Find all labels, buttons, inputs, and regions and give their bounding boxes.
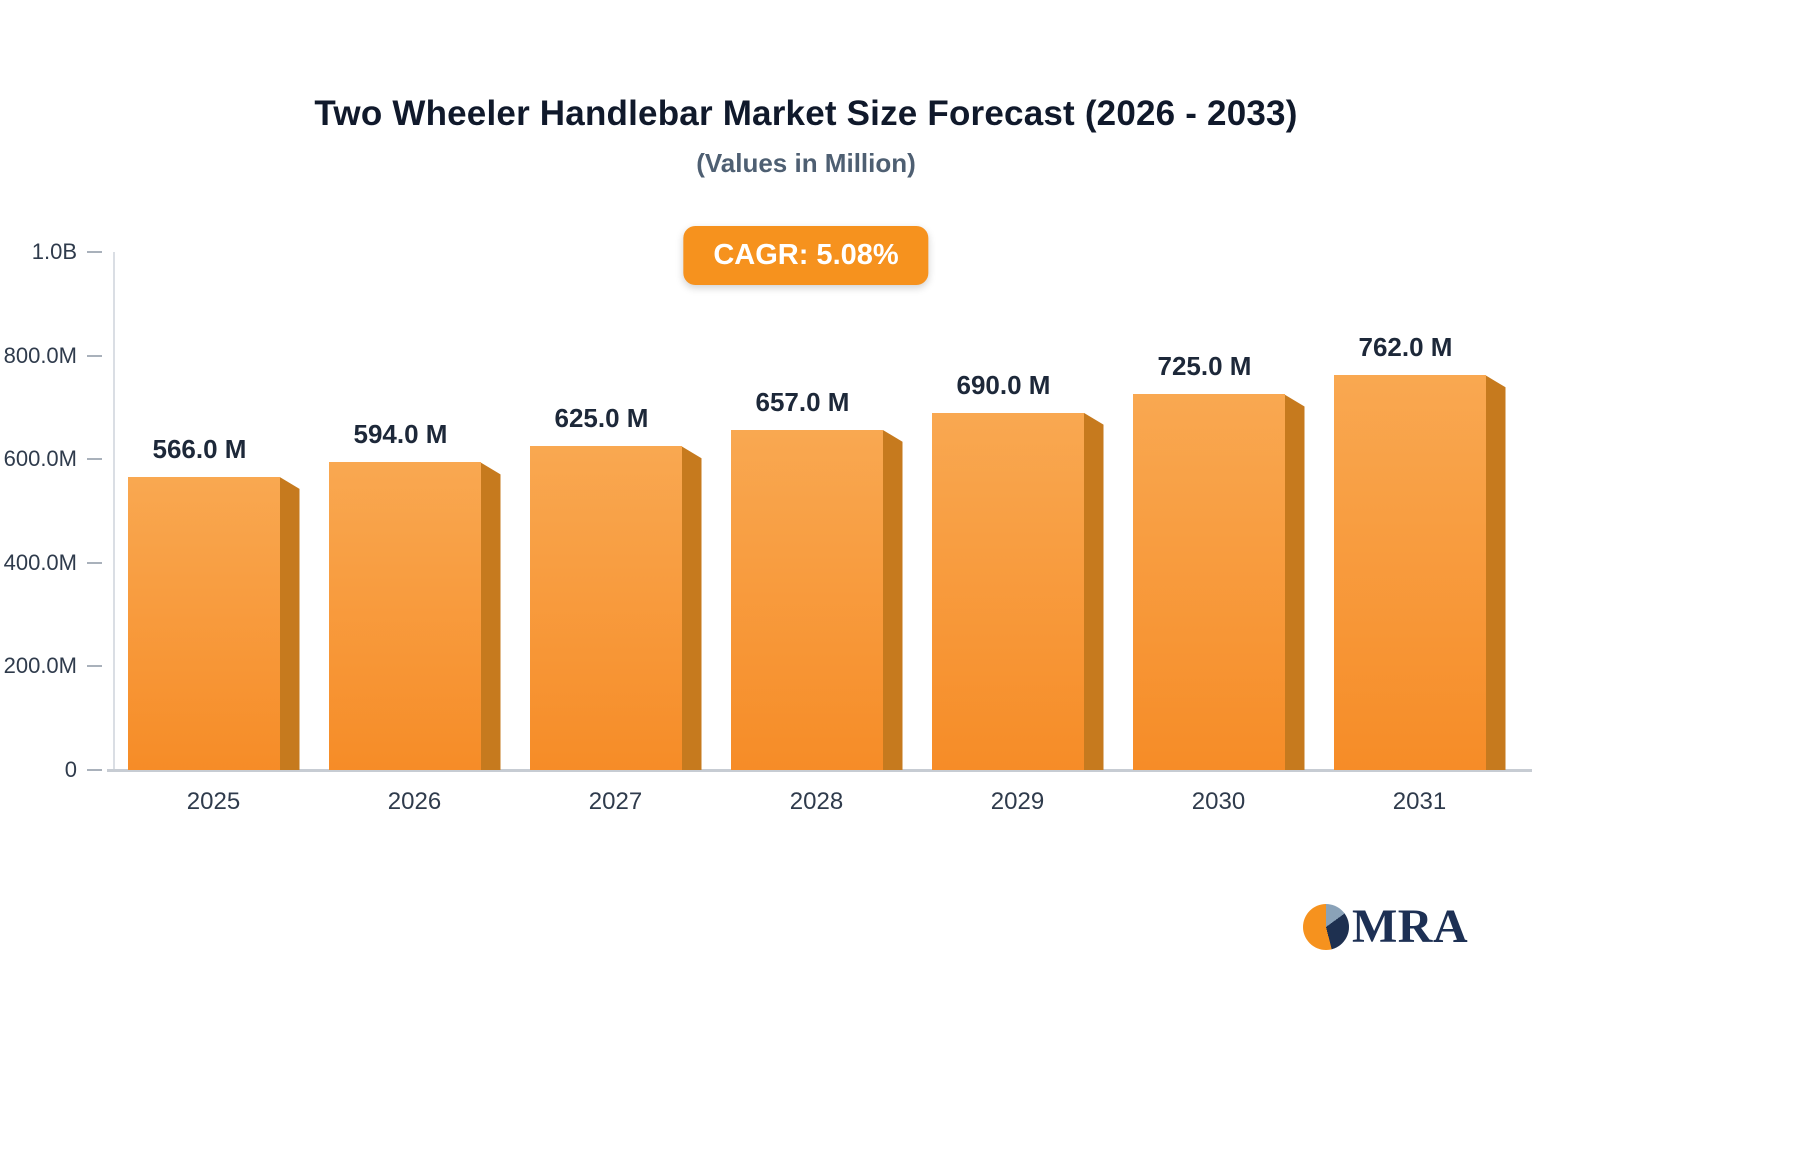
bar-value-label: 594.0 M (353, 419, 448, 450)
bar-value-label: 762.0 M (1358, 332, 1453, 363)
y-axis-line (113, 252, 115, 770)
bar-value-label: 657.0 M (755, 386, 850, 417)
bar-side-face (1485, 375, 1506, 770)
x-axis-label: 2028 (789, 788, 844, 815)
bar-slot: 762.0 M (1319, 252, 1520, 770)
bar-front-face (1132, 394, 1285, 770)
x-axis-label: 2031 (1392, 788, 1447, 815)
y-tick-label: 600.0M (3, 446, 77, 472)
y-tick-label: 400.0M (3, 549, 77, 575)
x-axis-label: 2025 (186, 788, 241, 815)
x-labels-row: 2025 2026 2027 2028 2029 2030 2031 (113, 788, 1520, 816)
bars-row: 566.0 M 594.0 M 625.0 M 657.0 M 690.0 M 725.0… (113, 252, 1520, 770)
y-tick-label: 800.0M (3, 342, 77, 368)
bar-side-face (681, 446, 702, 770)
logo-text: MRA (1352, 900, 1469, 953)
bar (1333, 375, 1506, 770)
bar-front-face (931, 412, 1084, 770)
bar-side-face (882, 429, 903, 770)
bar-front-face (1333, 375, 1486, 770)
bar-side-face (480, 462, 501, 770)
bar-value-label: 625.0 M (554, 403, 649, 434)
bar-slot: 625.0 M (515, 252, 716, 770)
logo: MRA (1303, 903, 1468, 951)
bar-front-face (730, 429, 883, 770)
y-tick-mark (87, 458, 102, 461)
x-axis-label: 2026 (387, 788, 442, 815)
chart-title: Two Wheeler Handlebar Market Size Foreca… (314, 94, 1298, 133)
bar-side-face (1083, 412, 1104, 770)
bar-value-label: 725.0 M (1157, 351, 1252, 382)
bar-front-face (127, 476, 280, 770)
bar-slot: 566.0 M (113, 252, 314, 770)
y-tick-mark (87, 561, 102, 564)
logo-pie-icon (1303, 904, 1349, 950)
bar-slot: 690.0 M (917, 252, 1118, 770)
y-tick-label: 200.0M (3, 653, 77, 679)
bar-slot: 657.0 M (716, 252, 917, 770)
bar-front-face (328, 462, 481, 770)
bar-front-face (529, 446, 682, 770)
y-tick-mark (87, 354, 102, 357)
x-axis-line (107, 769, 1532, 772)
bar-side-face (279, 476, 300, 770)
x-axis-label: 2029 (990, 788, 1045, 815)
x-axis-label: 2030 (1191, 788, 1246, 815)
bar (1132, 394, 1305, 770)
chart-subtitle: (Values in Million) (696, 148, 916, 178)
bar (931, 412, 1104, 770)
plot-area: 566.0 M 594.0 M 625.0 M 657.0 M 690.0 M 725.0… (4, 239, 1532, 815)
x-axis-label: 2027 (588, 788, 643, 815)
bar-slot: 594.0 M (314, 252, 515, 770)
bar-side-face (1284, 394, 1305, 770)
y-tick-mark (87, 665, 102, 668)
y-tick-mark (87, 769, 102, 771)
bar (730, 429, 903, 770)
bar (328, 462, 501, 770)
bar-slot: 725.0 M (1118, 252, 1319, 770)
cagr-badge: CAGR: 5.08% (683, 226, 929, 285)
bar (127, 476, 300, 770)
bar (529, 446, 702, 770)
y-tick-mark (87, 251, 102, 253)
y-tick-label: 1.0B (31, 239, 77, 264)
bar-value-label: 690.0 M (956, 369, 1051, 400)
bar-value-label: 566.0 M (152, 433, 247, 464)
y-tick-label: 0 (64, 757, 77, 782)
